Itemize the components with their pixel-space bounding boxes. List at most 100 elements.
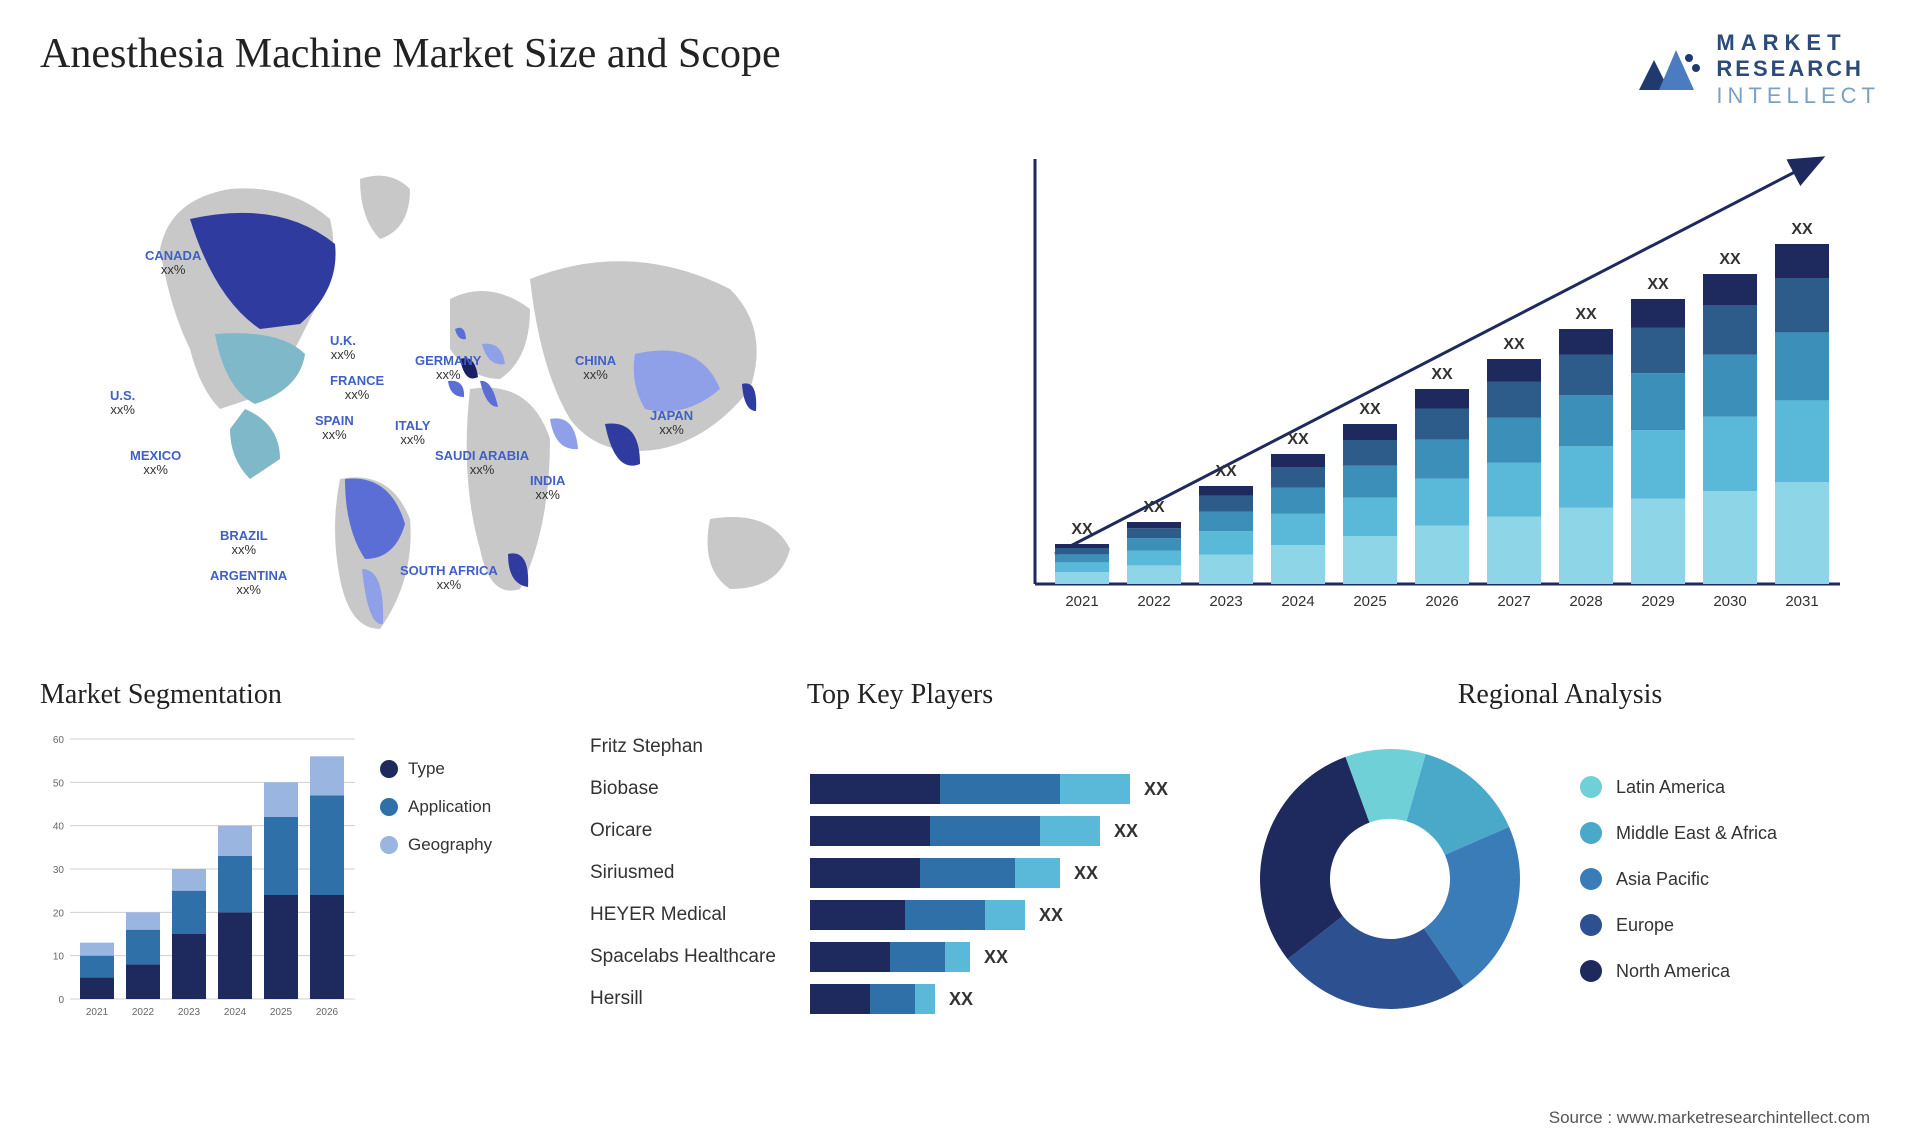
- seg-bar-segment: [126, 965, 160, 1000]
- legend-item: Geography: [380, 835, 492, 855]
- growth-bar-segment: [1055, 572, 1109, 584]
- country-label: ARGENTINAxx%: [210, 569, 287, 598]
- country-label: FRANCExx%: [330, 374, 384, 403]
- country-label: CANADAxx%: [145, 249, 201, 278]
- growth-bar-segment: [1199, 486, 1253, 496]
- player-row: OricareXX: [590, 813, 1210, 849]
- svg-text:60: 60: [53, 735, 65, 746]
- growth-bar-segment: [1199, 555, 1253, 584]
- svg-text:30: 30: [53, 865, 65, 876]
- seg-bar-segment: [80, 956, 114, 978]
- growth-bar-segment: [1127, 528, 1181, 538]
- growth-bar-segment: [1055, 544, 1109, 548]
- seg-bar-segment: [310, 757, 344, 796]
- growth-bar-segment: [1631, 299, 1685, 328]
- player-row: Spacelabs Healthcare XX: [590, 939, 1210, 975]
- growth-bar-segment: [1271, 467, 1325, 488]
- growth-bar-label: XX: [1359, 401, 1381, 418]
- seg-bar-segment: [172, 934, 206, 999]
- growth-bar-segment: [1703, 491, 1757, 584]
- growth-bar-label: XX: [1431, 366, 1453, 383]
- growth-year-label: 2030: [1713, 593, 1746, 610]
- legend-item: Latin America: [1580, 776, 1777, 798]
- growth-bar-segment: [1199, 512, 1253, 532]
- growth-bar-segment: [1415, 526, 1469, 585]
- growth-bar-label: XX: [1575, 306, 1597, 323]
- growth-bar-segment: [1415, 409, 1469, 440]
- player-name: Spacelabs Healthcare: [590, 946, 810, 968]
- page-title: Anesthesia Machine Market Size and Scope: [40, 30, 781, 78]
- growth-year-label: 2022: [1137, 593, 1170, 610]
- player-value: XX: [1144, 779, 1168, 800]
- growth-bar-label: XX: [1503, 336, 1525, 353]
- growth-bar-segment: [1703, 355, 1757, 417]
- growth-bar-segment: [1127, 551, 1181, 566]
- map-japan: [742, 383, 756, 411]
- player-bar: [810, 858, 1060, 888]
- growth-bar-label: XX: [1143, 499, 1165, 516]
- player-row: BiobaseXX: [590, 771, 1210, 807]
- growth-bar-label: XX: [1647, 276, 1669, 293]
- legend-item: Middle East & Africa: [1580, 822, 1777, 844]
- seg-bar-segment: [172, 869, 206, 891]
- player-row: Fritz Stephan: [590, 729, 1210, 765]
- growth-bar-segment: [1631, 328, 1685, 374]
- growth-bar-label: XX: [1071, 521, 1093, 538]
- country-label: SAUDI ARABIAxx%: [435, 449, 529, 478]
- player-bar: [810, 942, 970, 972]
- country-label: U.S.xx%: [110, 389, 135, 418]
- legend-item: Europe: [1580, 914, 1777, 936]
- player-bar: [810, 816, 1100, 846]
- legend-item: North America: [1580, 960, 1777, 982]
- logo-line1: MARKET: [1716, 30, 1880, 56]
- seg-bar-segment: [218, 913, 252, 1000]
- svg-text:2021: 2021: [86, 1007, 109, 1018]
- growth-bar-segment: [1775, 333, 1829, 401]
- growth-bar-segment: [1271, 454, 1325, 467]
- growth-bar-segment: [1487, 463, 1541, 517]
- growth-bar-segment: [1487, 359, 1541, 382]
- country-label: U.K.xx%: [330, 334, 356, 363]
- growth-bar-segment: [1559, 395, 1613, 446]
- growth-bar-segment: [1127, 566, 1181, 585]
- growth-bar-segment: [1703, 417, 1757, 491]
- growth-bar-label: XX: [1215, 463, 1237, 480]
- world-map-panel: CANADAxx%U.S.xx%MEXICOxx%BRAZILxx%ARGENT…: [40, 129, 940, 649]
- growth-bar-segment: [1775, 244, 1829, 278]
- player-row: SiriusmedXX: [590, 855, 1210, 891]
- key-players-panel: Top Key Players Fritz StephanBiobaseXXOr…: [590, 679, 1210, 1029]
- country-label: SPAINxx%: [315, 414, 354, 443]
- growth-year-label: 2029: [1641, 593, 1674, 610]
- growth-bar-segment: [1703, 274, 1757, 305]
- segmentation-title: Market Segmentation: [40, 679, 560, 711]
- seg-bar-segment: [126, 913, 160, 930]
- country-label: CHINAxx%: [575, 354, 616, 383]
- seg-bar-segment: [310, 796, 344, 896]
- growth-bar-segment: [1343, 424, 1397, 440]
- svg-text:2025: 2025: [270, 1007, 293, 1018]
- growth-bar-label: XX: [1287, 431, 1309, 448]
- growth-bar-segment: [1055, 548, 1109, 554]
- svg-text:2026: 2026: [316, 1007, 339, 1018]
- svg-text:50: 50: [53, 779, 65, 790]
- legend-item: Application: [380, 797, 492, 817]
- country-label: ITALYxx%: [395, 419, 430, 448]
- growth-year-label: 2031: [1785, 593, 1818, 610]
- player-value: XX: [984, 947, 1008, 968]
- growth-year-label: 2028: [1569, 593, 1602, 610]
- seg-bar-segment: [80, 943, 114, 956]
- player-name: Oricare: [590, 820, 810, 842]
- segmentation-legend: TypeApplicationGeography: [380, 729, 492, 1029]
- growth-bar-segment: [1343, 440, 1397, 466]
- country-label: INDIAxx%: [530, 474, 565, 503]
- regional-donut: [1240, 729, 1540, 1029]
- growth-bar-segment: [1415, 389, 1469, 409]
- player-value: XX: [949, 989, 973, 1010]
- growth-bar-segment: [1487, 517, 1541, 585]
- growth-bar-segment: [1271, 545, 1325, 584]
- map-spain: [448, 381, 464, 397]
- growth-bar-segment: [1271, 488, 1325, 514]
- player-name: Hersill: [590, 988, 810, 1010]
- growth-bar-segment: [1559, 508, 1613, 585]
- player-value: XX: [1074, 863, 1098, 884]
